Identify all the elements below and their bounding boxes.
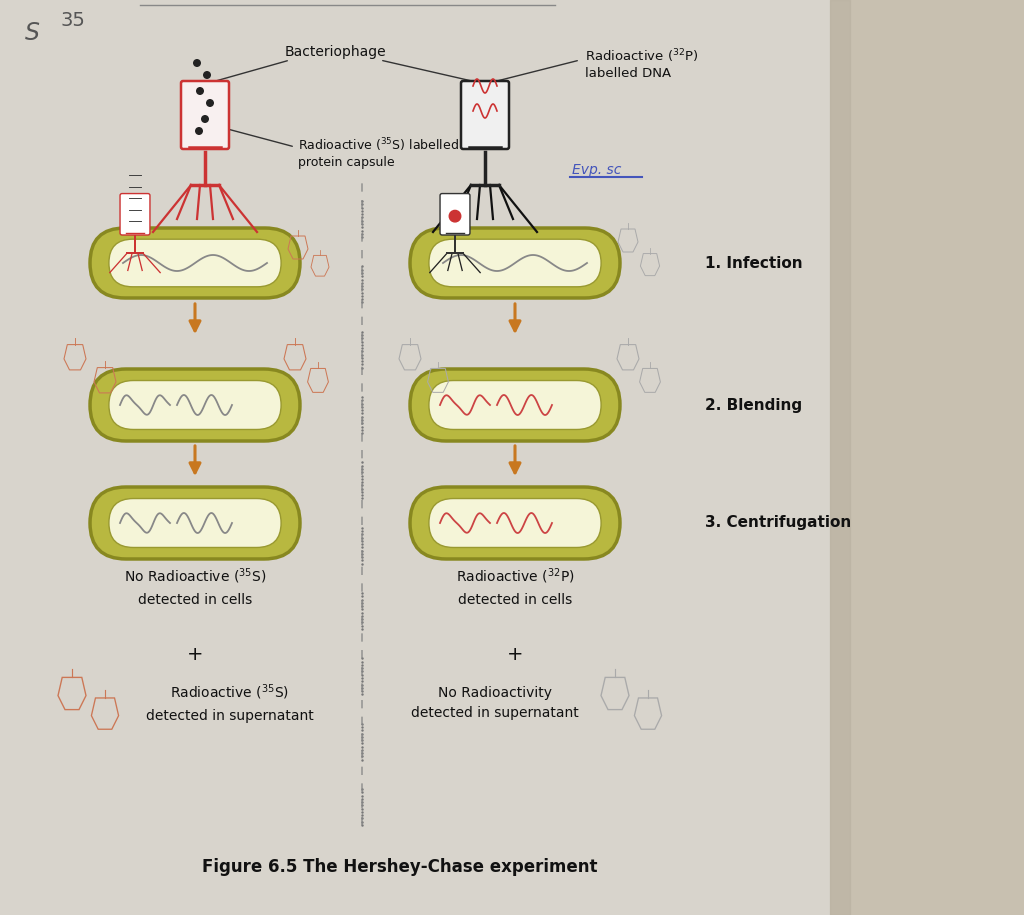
- FancyBboxPatch shape: [410, 487, 620, 559]
- Circle shape: [193, 59, 201, 67]
- Text: Evp. sc: Evp. sc: [572, 163, 622, 177]
- Text: Bacteriophage: Bacteriophage: [285, 45, 386, 59]
- Circle shape: [450, 210, 461, 222]
- FancyBboxPatch shape: [90, 369, 300, 441]
- FancyBboxPatch shape: [181, 81, 229, 149]
- FancyBboxPatch shape: [461, 81, 509, 149]
- Circle shape: [195, 127, 203, 135]
- Circle shape: [203, 71, 211, 79]
- Text: No Radioactive ($^{35}$S)
detected in cells: No Radioactive ($^{35}$S) detected in ce…: [124, 567, 266, 607]
- Circle shape: [201, 115, 209, 123]
- FancyBboxPatch shape: [109, 499, 282, 547]
- Circle shape: [196, 87, 204, 95]
- Text: 3. Centrifugation: 3. Centrifugation: [705, 515, 851, 531]
- Text: +: +: [507, 645, 523, 664]
- Polygon shape: [830, 0, 1024, 915]
- Text: No Radioactivity
detected in supernatant: No Radioactivity detected in supernatant: [411, 685, 579, 720]
- FancyBboxPatch shape: [440, 194, 470, 235]
- FancyBboxPatch shape: [120, 194, 150, 235]
- Text: Radioactive ($^{35}$S)
detected in supernatant: Radioactive ($^{35}$S) detected in super…: [146, 683, 314, 723]
- FancyBboxPatch shape: [429, 381, 601, 429]
- FancyBboxPatch shape: [109, 381, 282, 429]
- Text: 2. Blending: 2. Blending: [705, 397, 802, 413]
- FancyBboxPatch shape: [410, 228, 620, 298]
- Text: S: S: [25, 21, 40, 45]
- Circle shape: [206, 99, 214, 107]
- Text: Radioactive ($^{32}$P)
detected in cells: Radioactive ($^{32}$P) detected in cells: [456, 567, 574, 607]
- Text: Radioactive ($^{35}$S) labelled
protein capsule: Radioactive ($^{35}$S) labelled protein …: [298, 136, 459, 169]
- FancyBboxPatch shape: [410, 369, 620, 441]
- FancyBboxPatch shape: [429, 499, 601, 547]
- Text: Radioactive ($^{32}$P)
labelled DNA: Radioactive ($^{32}$P) labelled DNA: [585, 48, 698, 81]
- Text: 35: 35: [60, 10, 85, 29]
- Text: Figure 6.5 The Hershey-Chase experiment: Figure 6.5 The Hershey-Chase experiment: [203, 858, 598, 876]
- FancyBboxPatch shape: [429, 239, 601, 286]
- Text: 1. Infection: 1. Infection: [705, 255, 803, 271]
- Text: +: +: [186, 645, 203, 664]
- FancyBboxPatch shape: [90, 228, 300, 298]
- FancyBboxPatch shape: [109, 239, 282, 286]
- FancyBboxPatch shape: [90, 487, 300, 559]
